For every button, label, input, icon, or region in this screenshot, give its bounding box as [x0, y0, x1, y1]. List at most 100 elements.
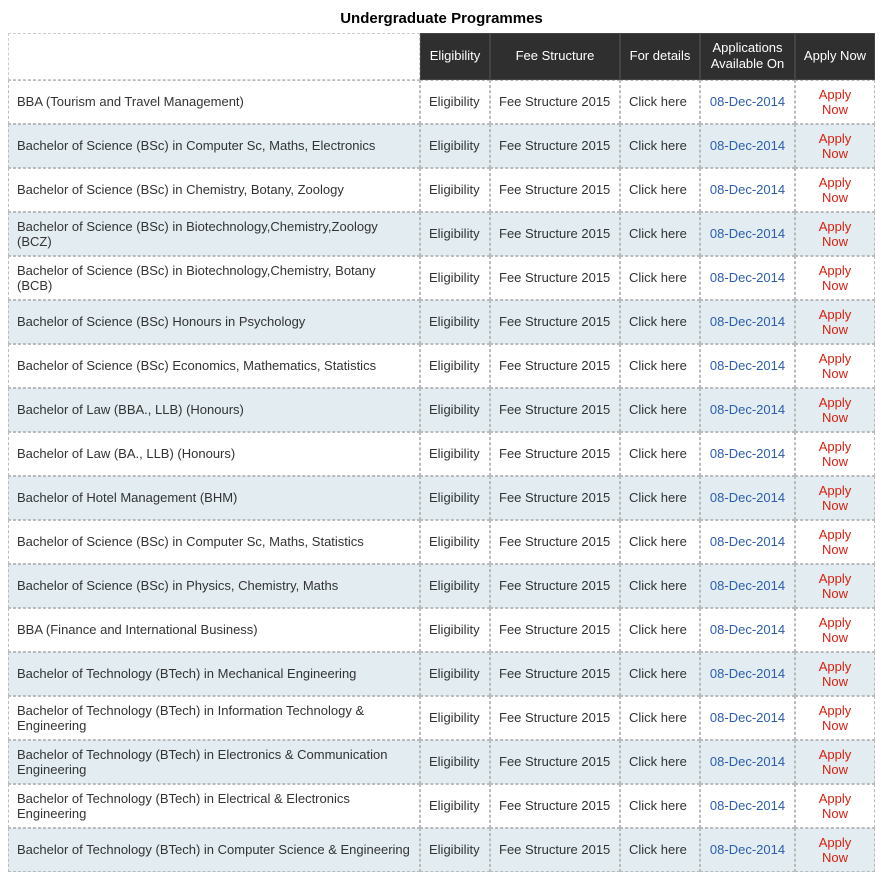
cell-date[interactable]: 08-Dec-2014 [700, 168, 795, 212]
apply-link[interactable]: Apply Now [819, 263, 852, 293]
cell-apply[interactable]: Apply Now [795, 344, 875, 388]
cell-apply[interactable]: Apply Now [795, 740, 875, 784]
cell-eligibility[interactable]: Eligibility [420, 476, 490, 520]
programme-link[interactable]: Bachelor of Technology (BTech) in Electr… [17, 747, 387, 777]
date-link[interactable]: 08-Dec-2014 [710, 842, 785, 857]
cell-date[interactable]: 08-Dec-2014 [700, 344, 795, 388]
fee-link[interactable]: Fee Structure 2015 [499, 578, 610, 593]
details-link[interactable]: Click here [629, 534, 687, 549]
cell-date[interactable]: 08-Dec-2014 [700, 652, 795, 696]
details-link[interactable]: Click here [629, 138, 687, 153]
cell-apply[interactable]: Apply Now [795, 432, 875, 476]
cell-date[interactable]: 08-Dec-2014 [700, 784, 795, 828]
cell-apply[interactable]: Apply Now [795, 168, 875, 212]
cell-eligibility[interactable]: Eligibility [420, 828, 490, 872]
cell-date[interactable]: 08-Dec-2014 [700, 432, 795, 476]
fee-link[interactable]: Fee Structure 2015 [499, 182, 610, 197]
cell-eligibility[interactable]: Eligibility [420, 696, 490, 740]
details-link[interactable]: Click here [629, 94, 687, 109]
cell-apply[interactable]: Apply Now [795, 652, 875, 696]
fee-link[interactable]: Fee Structure 2015 [499, 798, 610, 813]
cell-programme[interactable]: Bachelor of Law (BA., LLB) (Honours) [8, 432, 420, 476]
cell-fee[interactable]: Fee Structure 2015 [490, 80, 620, 124]
fee-link[interactable]: Fee Structure 2015 [499, 534, 610, 549]
apply-link[interactable]: Apply Now [819, 659, 852, 689]
cell-fee[interactable]: Fee Structure 2015 [490, 124, 620, 168]
apply-link[interactable]: Apply Now [819, 527, 852, 557]
cell-apply[interactable]: Apply Now [795, 784, 875, 828]
cell-date[interactable]: 08-Dec-2014 [700, 300, 795, 344]
fee-link[interactable]: Fee Structure 2015 [499, 490, 610, 505]
eligibility-link[interactable]: Eligibility [429, 226, 480, 241]
cell-apply[interactable]: Apply Now [795, 476, 875, 520]
date-link[interactable]: 08-Dec-2014 [710, 358, 785, 373]
apply-link[interactable]: Apply Now [819, 439, 852, 469]
fee-link[interactable]: Fee Structure 2015 [499, 446, 610, 461]
cell-date[interactable]: 08-Dec-2014 [700, 740, 795, 784]
cell-date[interactable]: 08-Dec-2014 [700, 212, 795, 256]
eligibility-link[interactable]: Eligibility [429, 842, 480, 857]
cell-programme[interactable]: Bachelor of Science (BSc) in Physics, Ch… [8, 564, 420, 608]
apply-link[interactable]: Apply Now [819, 747, 852, 777]
cell-eligibility[interactable]: Eligibility [420, 740, 490, 784]
cell-programme[interactable]: Bachelor of Technology (BTech) in Comput… [8, 828, 420, 872]
cell-details[interactable]: Click here [620, 608, 700, 652]
cell-fee[interactable]: Fee Structure 2015 [490, 212, 620, 256]
cell-apply[interactable]: Apply Now [795, 256, 875, 300]
date-link[interactable]: 08-Dec-2014 [710, 798, 785, 813]
cell-programme[interactable]: BBA (Tourism and Travel Management) [8, 80, 420, 124]
cell-date[interactable]: 08-Dec-2014 [700, 696, 795, 740]
cell-programme[interactable]: Bachelor of Science (BSc) in Computer Sc… [8, 124, 420, 168]
programme-link[interactable]: Bachelor of Technology (BTech) in Inform… [17, 703, 364, 733]
programme-link[interactable]: Bachelor of Technology (BTech) in Mechan… [17, 666, 356, 681]
date-link[interactable]: 08-Dec-2014 [710, 578, 785, 593]
programme-link[interactable]: BBA (Tourism and Travel Management) [17, 94, 244, 109]
cell-apply[interactable]: Apply Now [795, 300, 875, 344]
cell-details[interactable]: Click here [620, 388, 700, 432]
details-link[interactable]: Click here [629, 314, 687, 329]
cell-details[interactable]: Click here [620, 432, 700, 476]
cell-apply[interactable]: Apply Now [795, 696, 875, 740]
cell-fee[interactable]: Fee Structure 2015 [490, 168, 620, 212]
apply-link[interactable]: Apply Now [819, 703, 852, 733]
details-link[interactable]: Click here [629, 798, 687, 813]
cell-programme[interactable]: Bachelor of Science (BSc) in Chemistry, … [8, 168, 420, 212]
programme-link[interactable]: Bachelor of Law (BA., LLB) (Honours) [17, 446, 235, 461]
cell-eligibility[interactable]: Eligibility [420, 80, 490, 124]
details-link[interactable]: Click here [629, 402, 687, 417]
date-link[interactable]: 08-Dec-2014 [710, 182, 785, 197]
programme-link[interactable]: Bachelor of Technology (BTech) in Comput… [17, 842, 410, 857]
cell-eligibility[interactable]: Eligibility [420, 344, 490, 388]
details-link[interactable]: Click here [629, 358, 687, 373]
cell-eligibility[interactable]: Eligibility [420, 608, 490, 652]
cell-details[interactable]: Click here [620, 256, 700, 300]
cell-details[interactable]: Click here [620, 564, 700, 608]
cell-fee[interactable]: Fee Structure 2015 [490, 520, 620, 564]
cell-details[interactable]: Click here [620, 80, 700, 124]
cell-fee[interactable]: Fee Structure 2015 [490, 564, 620, 608]
eligibility-link[interactable]: Eligibility [429, 666, 480, 681]
cell-fee[interactable]: Fee Structure 2015 [490, 652, 620, 696]
date-link[interactable]: 08-Dec-2014 [710, 138, 785, 153]
cell-eligibility[interactable]: Eligibility [420, 388, 490, 432]
programme-link[interactable]: Bachelor of Science (BSc) in Chemistry, … [17, 182, 344, 197]
programme-link[interactable]: BBA (Finance and International Business) [17, 622, 258, 637]
date-link[interactable]: 08-Dec-2014 [710, 754, 785, 769]
programme-link[interactable]: Bachelor of Science (BSc) Economics, Mat… [17, 358, 376, 373]
date-link[interactable]: 08-Dec-2014 [710, 270, 785, 285]
details-link[interactable]: Click here [629, 270, 687, 285]
date-link[interactable]: 08-Dec-2014 [710, 226, 785, 241]
details-link[interactable]: Click here [629, 666, 687, 681]
cell-details[interactable]: Click here [620, 520, 700, 564]
fee-link[interactable]: Fee Structure 2015 [499, 402, 610, 417]
cell-eligibility[interactable]: Eligibility [420, 652, 490, 696]
cell-fee[interactable]: Fee Structure 2015 [490, 300, 620, 344]
cell-eligibility[interactable]: Eligibility [420, 168, 490, 212]
eligibility-link[interactable]: Eligibility [429, 446, 480, 461]
eligibility-link[interactable]: Eligibility [429, 798, 480, 813]
apply-link[interactable]: Apply Now [819, 307, 852, 337]
programme-link[interactable]: Bachelor of Science (BSc) in Biotechnolo… [17, 263, 376, 293]
fee-link[interactable]: Fee Structure 2015 [499, 226, 610, 241]
apply-link[interactable]: Apply Now [819, 483, 852, 513]
programme-link[interactable]: Bachelor of Hotel Management (BHM) [17, 490, 237, 505]
